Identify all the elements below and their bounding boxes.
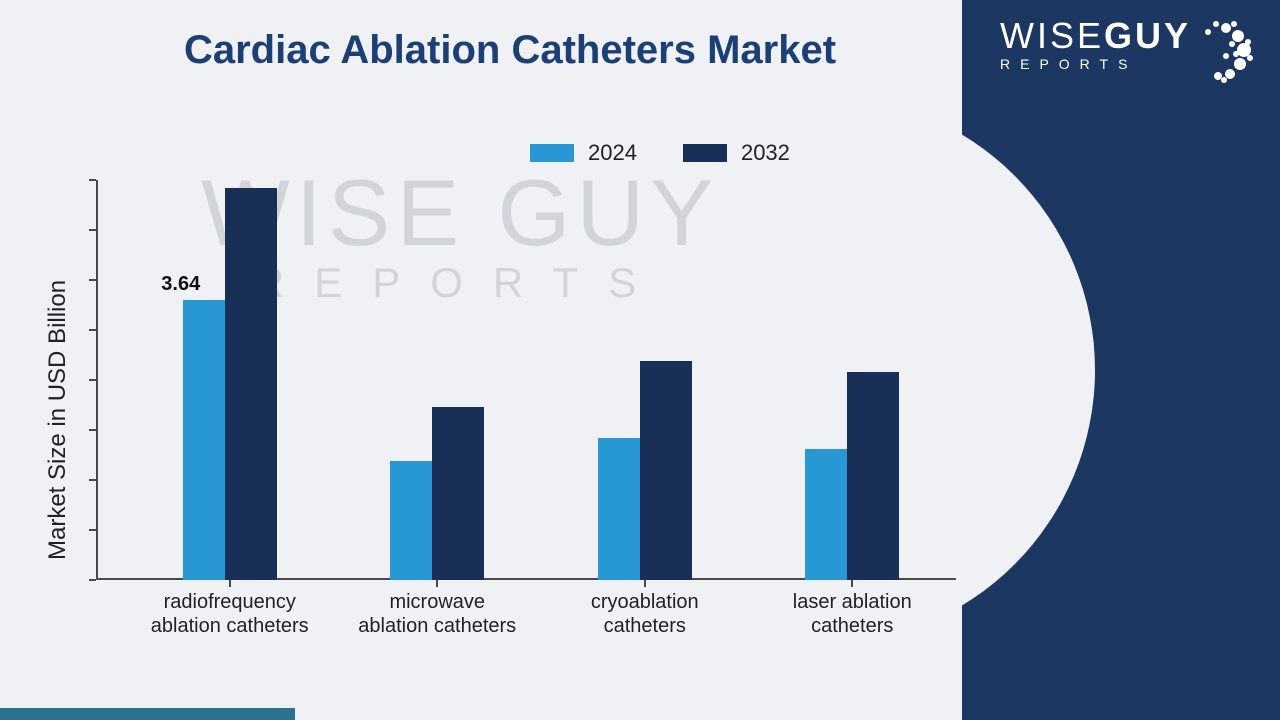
x-axis-tick <box>851 580 853 587</box>
legend-swatch-2032 <box>683 144 727 162</box>
category-label: cryoablation catheters <box>560 590 730 638</box>
x-axis-tick <box>436 580 438 587</box>
legend-label-2032: 2032 <box>741 140 790 166</box>
bar-2032 <box>432 407 484 580</box>
y-axis-tick <box>89 579 96 581</box>
logo-word-2: GUY <box>1104 15 1191 56</box>
y-axis-tick <box>89 279 96 281</box>
bar-value-label: 3.64 <box>155 273 207 296</box>
category-label: microwave ablation catheters <box>352 590 522 638</box>
y-axis-line <box>96 180 98 580</box>
y-axis-tick <box>89 229 96 231</box>
legend-swatch-2024 <box>530 144 574 162</box>
y-axis-label: Market Size in USD Billion <box>44 280 72 560</box>
bar-2032 <box>640 361 692 580</box>
x-axis-tick <box>644 580 646 587</box>
logo-head-icon <box>1186 14 1256 84</box>
bar-2032 <box>847 372 899 580</box>
bar-2032 <box>225 188 277 580</box>
bar-group: 3.64 <box>155 188 305 580</box>
legend-item-2024: 2024 <box>530 140 637 166</box>
y-axis-tick <box>89 329 96 331</box>
y-axis-tick <box>89 479 96 481</box>
chart-legend: 2024 2032 <box>530 140 790 166</box>
category-labels-row: radiofrequency ablation catheters microwa… <box>126 590 956 638</box>
y-axis-tick <box>89 379 96 381</box>
y-axis-tick <box>89 429 96 431</box>
x-axis-tick <box>229 580 231 587</box>
chart-area: 3.64 <box>96 180 956 580</box>
y-axis-tick <box>89 179 96 181</box>
bar-group <box>777 372 927 580</box>
bar-group <box>570 361 720 580</box>
y-axis-tick <box>89 529 96 531</box>
bar-group <box>362 407 512 580</box>
bottom-accent-bar <box>0 708 295 720</box>
page-root: WISEGUY REPORTS Cardiac Ablation Cathete… <box>0 0 1280 720</box>
legend-label-2024: 2024 <box>588 140 637 166</box>
brand-logo: WISEGUY REPORTS <box>1000 18 1250 72</box>
bar-groups: 3.64 <box>126 180 956 580</box>
chart-title: Cardiac Ablation Catheters Market <box>80 28 940 73</box>
legend-item-2032: 2032 <box>683 140 790 166</box>
category-label: radiofrequency ablation catheters <box>145 590 315 638</box>
category-label: laser ablation catheters <box>767 590 937 638</box>
logo-word-1: WISE <box>1000 15 1104 56</box>
